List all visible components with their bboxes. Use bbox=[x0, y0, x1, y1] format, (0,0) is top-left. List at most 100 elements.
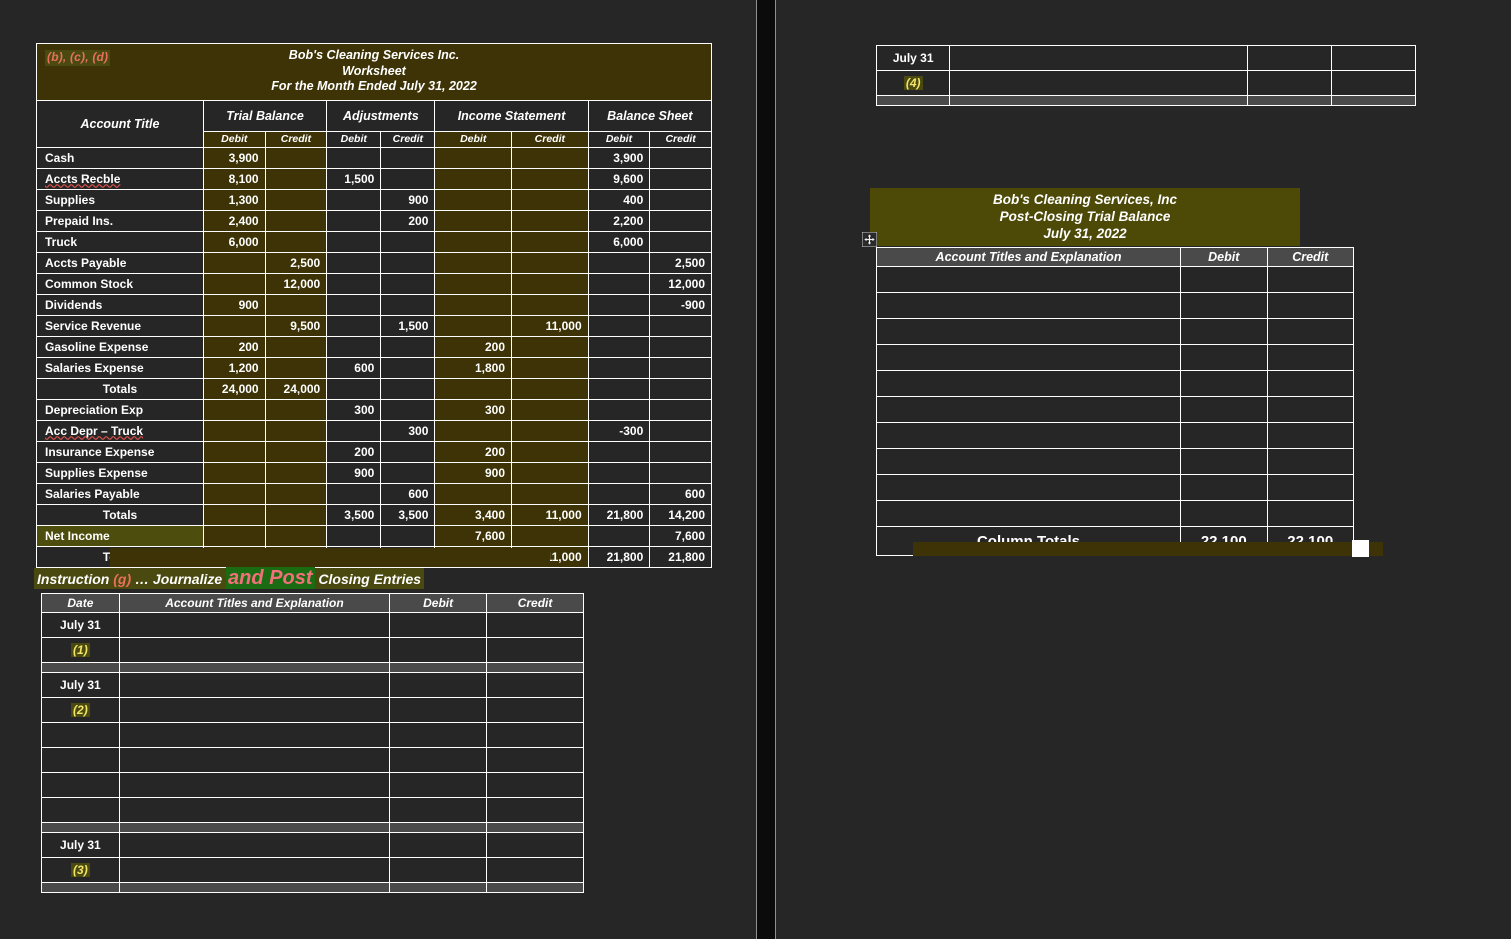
worksheet-cell: 12,000 bbox=[264, 272, 328, 295]
journal-account-cell[interactable] bbox=[949, 70, 1249, 96]
post-closing-debit-cell[interactable] bbox=[1180, 318, 1268, 345]
worksheet-cell bbox=[326, 524, 382, 547]
post-closing-credit-cell[interactable] bbox=[1266, 448, 1354, 475]
journal-date-cell[interactable]: (4) bbox=[875, 70, 951, 96]
journal-credit-cell[interactable] bbox=[1331, 45, 1416, 71]
journal-account-cell[interactable] bbox=[949, 45, 1249, 71]
journal-credit-cell[interactable] bbox=[486, 747, 584, 773]
post-closing-debit-cell[interactable] bbox=[1180, 422, 1268, 449]
post-closing-credit-cell[interactable] bbox=[1266, 292, 1354, 319]
post-closing-account-cell[interactable] bbox=[875, 292, 1182, 319]
post-closing-debit-cell[interactable] bbox=[1180, 474, 1268, 501]
post-closing-debit-cell[interactable] bbox=[1180, 396, 1268, 423]
worksheet-cell bbox=[587, 482, 651, 505]
journal-debit-cell[interactable] bbox=[1247, 45, 1333, 71]
journal-debit-cell[interactable] bbox=[389, 722, 488, 748]
post-closing-account-cell[interactable] bbox=[875, 344, 1182, 371]
journal-credit-cell[interactable] bbox=[486, 697, 584, 723]
journal-debit-cell[interactable] bbox=[389, 612, 488, 638]
journal-credit-cell[interactable] bbox=[486, 832, 584, 858]
resize-handle[interactable] bbox=[1352, 540, 1369, 557]
post-closing-credit-cell[interactable] bbox=[1266, 370, 1354, 397]
journal-date-cell[interactable]: (3) bbox=[41, 857, 120, 883]
journal-date-cell[interactable]: July 31 bbox=[41, 672, 120, 698]
worksheet-cell bbox=[434, 314, 513, 337]
post-closing-credit-cell[interactable] bbox=[1266, 422, 1354, 449]
post-closing-credit-cell[interactable] bbox=[1266, 344, 1354, 371]
post-closing-debit-cell[interactable] bbox=[1180, 370, 1268, 397]
post-closing-credit-cell[interactable] bbox=[1266, 474, 1354, 501]
worksheet-account-label: Accts Payable bbox=[36, 251, 204, 274]
journal-date-cell[interactable] bbox=[41, 722, 120, 748]
journal-date-cell[interactable]: July 31 bbox=[41, 832, 120, 858]
journal-credit-cell[interactable] bbox=[1331, 70, 1416, 96]
worksheet-cell bbox=[511, 167, 589, 190]
post-closing-account-cell[interactable] bbox=[875, 422, 1182, 449]
worksheet-cell bbox=[587, 356, 651, 379]
journal-credit-cell[interactable] bbox=[486, 637, 584, 663]
post-closing-credit-cell[interactable] bbox=[1266, 500, 1354, 527]
worksheet-cell bbox=[264, 440, 328, 463]
journal-credit-cell[interactable] bbox=[486, 797, 584, 823]
journal-credit-cell[interactable] bbox=[486, 672, 584, 698]
journal-debit-cell[interactable] bbox=[389, 747, 488, 773]
worksheet-cell: 900 bbox=[202, 293, 266, 316]
post-closing-debit-cell[interactable] bbox=[1180, 500, 1268, 527]
journal-account-cell[interactable] bbox=[118, 612, 391, 638]
journal-debit-cell[interactable] bbox=[389, 797, 488, 823]
journal-credit-cell[interactable] bbox=[486, 857, 584, 883]
journal-date-cell[interactable]: (2) bbox=[41, 697, 120, 723]
post-closing-account-cell[interactable] bbox=[875, 370, 1182, 397]
journal-date-cell[interactable] bbox=[41, 772, 120, 798]
post-closing-debit-cell[interactable] bbox=[1180, 266, 1268, 293]
worksheet-cell: 200 bbox=[434, 335, 513, 358]
journal-account-cell[interactable] bbox=[118, 722, 391, 748]
journal-debit-cell[interactable] bbox=[389, 857, 488, 883]
journal-debit-cell[interactable] bbox=[1247, 70, 1333, 96]
journal-credit-cell bbox=[875, 95, 951, 106]
journal-account-cell[interactable] bbox=[118, 672, 391, 698]
journal-account-cell[interactable] bbox=[118, 857, 391, 883]
post-closing-account-cell[interactable] bbox=[875, 448, 1182, 475]
journal-date-cell[interactable]: July 31 bbox=[875, 45, 951, 71]
post-closing-credit-cell[interactable] bbox=[1266, 266, 1354, 293]
post-closing-account-cell[interactable] bbox=[875, 500, 1182, 527]
worksheet-cell: 7,600 bbox=[649, 524, 712, 547]
post-closing-account-cell[interactable] bbox=[875, 396, 1182, 423]
worksheet-cell bbox=[511, 440, 589, 463]
journal-debit-cell[interactable] bbox=[389, 772, 488, 798]
worksheet-cell bbox=[511, 335, 589, 358]
journal-account-cell[interactable] bbox=[118, 797, 391, 823]
post-closing-account-cell[interactable] bbox=[875, 266, 1182, 293]
worksheet-group-adjustments: Adjustments bbox=[326, 99, 436, 132]
journal-credit-cell[interactable] bbox=[486, 722, 584, 748]
journal-spacer-row bbox=[41, 662, 584, 673]
journal-date-cell[interactable]: (1) bbox=[41, 637, 120, 663]
journal-credit-cell bbox=[486, 822, 584, 833]
journal-account-cell[interactable] bbox=[118, 697, 391, 723]
journal-credit-cell[interactable] bbox=[486, 772, 584, 798]
worksheet-cell bbox=[649, 461, 712, 484]
journal-date-cell[interactable]: July 31 bbox=[41, 612, 120, 638]
move-cursor-icon[interactable] bbox=[862, 232, 877, 247]
journal-debit-cell[interactable] bbox=[389, 697, 488, 723]
post-closing-credit-cell[interactable] bbox=[1266, 318, 1354, 345]
journal-account-cell[interactable] bbox=[118, 832, 391, 858]
post-closing-account-cell[interactable] bbox=[875, 474, 1182, 501]
post-closing-row bbox=[875, 474, 1354, 501]
post-closing-debit-cell[interactable] bbox=[1180, 344, 1268, 371]
journal-date-cell[interactable] bbox=[41, 747, 120, 773]
journal-debit-cell[interactable] bbox=[389, 637, 488, 663]
journal-debit-cell[interactable] bbox=[389, 672, 488, 698]
post-closing-credit-cell[interactable] bbox=[1266, 396, 1354, 423]
journal-account-cell[interactable] bbox=[118, 637, 391, 663]
journal-debit-cell[interactable] bbox=[389, 832, 488, 858]
journal-account-cell[interactable] bbox=[118, 772, 391, 798]
journal-account-cell[interactable] bbox=[118, 747, 391, 773]
journal-credit-cell[interactable] bbox=[486, 612, 584, 638]
post-closing-account-cell[interactable] bbox=[875, 318, 1182, 345]
worksheet-subheader-adj-debit: Debit bbox=[326, 130, 382, 148]
post-closing-debit-cell[interactable] bbox=[1180, 292, 1268, 319]
post-closing-debit-cell[interactable] bbox=[1180, 448, 1268, 475]
journal-date-cell[interactable] bbox=[41, 797, 120, 823]
